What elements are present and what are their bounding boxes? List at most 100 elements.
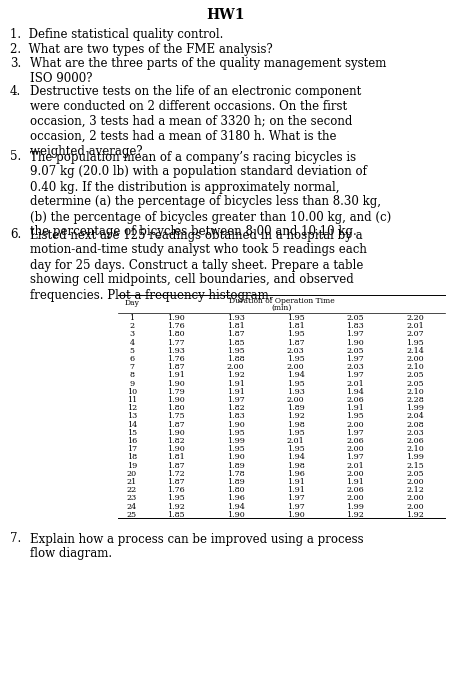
Text: 1.83: 1.83	[226, 412, 244, 420]
Text: 1.76: 1.76	[167, 322, 184, 330]
Text: 1.92: 1.92	[166, 503, 184, 510]
Text: 2.01: 2.01	[345, 379, 364, 388]
Text: Duration of Operation Time: Duration of Operation Time	[228, 297, 334, 305]
Text: 1.97: 1.97	[345, 428, 364, 437]
Text: 2.00: 2.00	[286, 396, 304, 404]
Text: 13: 13	[127, 412, 137, 420]
Text: 1.88: 1.88	[226, 355, 244, 363]
Text: 1.91: 1.91	[286, 486, 304, 494]
Text: 2.01: 2.01	[286, 437, 304, 445]
Text: 1.87: 1.87	[167, 461, 184, 470]
Text: 2.07: 2.07	[405, 330, 423, 338]
Text: 16: 16	[127, 437, 137, 445]
Text: 15: 15	[127, 428, 137, 437]
Text: 1.90: 1.90	[167, 428, 184, 437]
Text: 2.00: 2.00	[286, 363, 304, 371]
Text: 14: 14	[127, 421, 137, 428]
Text: 1.90: 1.90	[226, 421, 244, 428]
Text: 2.00: 2.00	[405, 478, 423, 486]
Text: 2.04: 2.04	[405, 412, 423, 420]
Text: 1.93: 1.93	[286, 388, 304, 395]
Text: 3: 3	[129, 330, 134, 338]
Text: 1.75: 1.75	[167, 412, 184, 420]
Text: 2.03: 2.03	[405, 428, 423, 437]
Text: 1.89: 1.89	[226, 478, 244, 486]
Text: 2.05: 2.05	[405, 371, 423, 379]
Text: 1.90: 1.90	[345, 339, 364, 346]
Text: 1.99: 1.99	[345, 503, 364, 510]
Text: 11: 11	[127, 396, 137, 404]
Text: 1.91: 1.91	[286, 478, 304, 486]
Text: 1.91: 1.91	[226, 379, 244, 388]
Text: 1.93: 1.93	[166, 346, 184, 355]
Text: 23: 23	[127, 494, 137, 503]
Text: 1.  Define statistical quality control.: 1. Define statistical quality control.	[10, 28, 223, 41]
Text: 19: 19	[127, 461, 137, 470]
Text: 1.96: 1.96	[226, 494, 244, 503]
Text: 1.85: 1.85	[167, 511, 184, 519]
Text: 2.00: 2.00	[346, 470, 364, 477]
Text: (min): (min)	[271, 304, 291, 312]
Text: 2.00: 2.00	[346, 421, 364, 428]
Text: HW1: HW1	[206, 8, 245, 22]
Text: Listed next are 125 readings obtained in a hospital by a
motion-and-time study a: Listed next are 125 readings obtained in…	[30, 228, 366, 302]
Text: 24: 24	[127, 503, 137, 510]
Text: 3.: 3.	[10, 57, 21, 70]
Text: 7: 7	[129, 363, 134, 371]
Text: 1.90: 1.90	[167, 314, 184, 322]
Text: 1.90: 1.90	[226, 511, 244, 519]
Text: 1.82: 1.82	[167, 437, 184, 445]
Text: 2.12: 2.12	[405, 486, 423, 494]
Text: 1.77: 1.77	[167, 339, 184, 346]
Text: 2.00: 2.00	[226, 363, 244, 371]
Text: 17: 17	[127, 445, 137, 453]
Text: 2.03: 2.03	[345, 363, 364, 371]
Text: 2.05: 2.05	[346, 314, 364, 322]
Text: 1.95: 1.95	[286, 314, 304, 322]
Text: 1.89: 1.89	[226, 461, 244, 470]
Text: 1: 1	[129, 314, 134, 322]
Text: 1.90: 1.90	[226, 454, 244, 461]
Text: 1.91: 1.91	[226, 388, 244, 395]
Text: 1.92: 1.92	[345, 511, 364, 519]
Text: 1.98: 1.98	[286, 461, 304, 470]
Text: 1.95: 1.95	[345, 412, 364, 420]
Text: 2.15: 2.15	[405, 461, 423, 470]
Text: 1.81: 1.81	[167, 454, 184, 461]
Text: 1.91: 1.91	[345, 478, 364, 486]
Text: Explain how a process can be improved using a process
flow diagram.: Explain how a process can be improved us…	[30, 533, 363, 561]
Text: 1.90: 1.90	[167, 396, 184, 404]
Text: 1.87: 1.87	[167, 421, 184, 428]
Text: 1.94: 1.94	[345, 388, 364, 395]
Text: 1.95: 1.95	[286, 355, 304, 363]
Text: 1.87: 1.87	[167, 478, 184, 486]
Text: 1.76: 1.76	[167, 486, 184, 494]
Text: 1.97: 1.97	[345, 330, 364, 338]
Text: 1.99: 1.99	[226, 437, 244, 445]
Text: 2.00: 2.00	[346, 445, 364, 453]
Text: 2.00: 2.00	[405, 503, 423, 510]
Text: 1.90: 1.90	[286, 511, 304, 519]
Text: 1.99: 1.99	[405, 404, 423, 412]
Text: 2.10: 2.10	[405, 388, 423, 395]
Text: 2.10: 2.10	[405, 445, 423, 453]
Text: 1.87: 1.87	[167, 363, 184, 371]
Text: Day: Day	[124, 299, 139, 307]
Text: 2.06: 2.06	[345, 486, 364, 494]
Text: 1.95: 1.95	[167, 494, 184, 503]
Text: 1.98: 1.98	[286, 421, 304, 428]
Text: 1.95: 1.95	[286, 445, 304, 453]
Text: 1.93: 1.93	[226, 314, 244, 322]
Text: 1.92: 1.92	[405, 511, 423, 519]
Text: 1.80: 1.80	[226, 486, 244, 494]
Text: 9: 9	[129, 379, 134, 388]
Text: 2.05: 2.05	[405, 470, 423, 477]
Text: 1.89: 1.89	[286, 404, 304, 412]
Text: 2.03: 2.03	[286, 346, 304, 355]
Text: 1.91: 1.91	[166, 371, 184, 379]
Text: 1.97: 1.97	[286, 503, 304, 510]
Text: 6.: 6.	[10, 228, 21, 242]
Text: 1.94: 1.94	[286, 454, 304, 461]
Text: The population mean of a company’s racing bicycles is
9.07 kg (20.0 lb) with a p: The population mean of a company’s racin…	[30, 150, 391, 239]
Text: 2.06: 2.06	[345, 396, 364, 404]
